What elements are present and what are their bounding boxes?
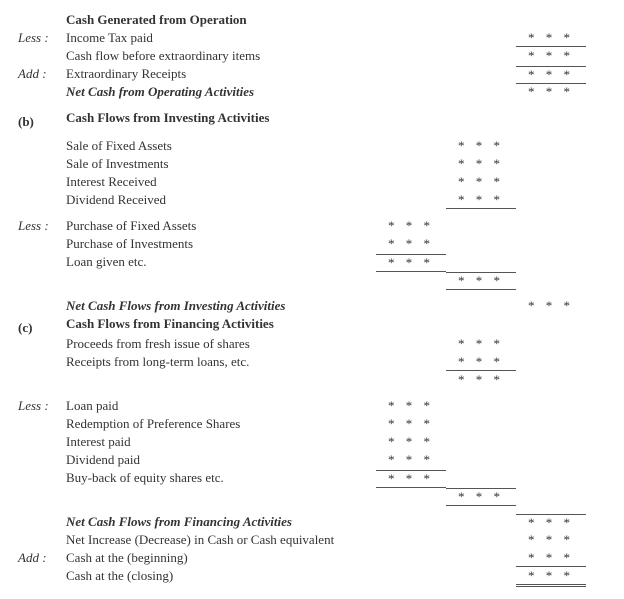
row-heading-investing: (b) Cash Flows from Investing Activities xyxy=(18,110,606,130)
row-buyback: Buy-back of equity shares etc. * * * xyxy=(18,470,606,488)
row-interest-received: Interest Received * * * xyxy=(18,174,606,192)
text-receipts-loans: Receipts from long-term loans, etc. xyxy=(66,354,376,370)
amount: * * * xyxy=(516,514,586,531)
amount: * * * xyxy=(376,416,446,432)
row-loan-paid: Less : Loan paid * * * xyxy=(18,398,606,416)
label-b: (b) xyxy=(18,110,66,130)
label-add: Add : xyxy=(18,550,66,566)
amount: * * * xyxy=(516,532,586,548)
amount: * * * xyxy=(376,218,446,234)
text-cash-generated: Cash Generated from Operation xyxy=(66,12,376,28)
amount: * * * xyxy=(516,30,586,47)
amount: * * * xyxy=(446,174,516,190)
amount: * * * xyxy=(446,336,516,352)
text-sale-investments: Sale of Investments xyxy=(66,156,376,172)
row-loan-given: Loan given etc. * * * xyxy=(18,254,606,272)
amount: * * * xyxy=(446,192,516,209)
row-extra-receipts: Add : Extraordinary Receipts * * * xyxy=(18,66,606,84)
text-loan-given: Loan given etc. xyxy=(66,254,376,270)
text-extra-receipts: Extraordinary Receipts xyxy=(66,66,376,82)
row-cash-before-extra: Cash flow before extraordinary items * *… xyxy=(18,48,606,66)
row-receipts-loans: Receipts from long-term loans, etc. * * … xyxy=(18,354,606,372)
amount: * * * xyxy=(446,488,516,506)
row-sale-fixed: Sale of Fixed Assets * * * xyxy=(18,138,606,156)
row-cash-beginning: Add : Cash at the (beginning) * * * xyxy=(18,550,606,568)
row-proceeds-shares: Proceeds from fresh issue of shares * * … xyxy=(18,336,606,354)
text-interest-paid: Interest paid xyxy=(66,434,376,450)
text-net-increase: Net Increase (Decrease) in Cash or Cash … xyxy=(66,532,376,548)
text-proceeds-shares: Proceeds from fresh issue of shares xyxy=(66,336,376,352)
text-net-operating: Net Cash from Operating Activities xyxy=(66,84,376,100)
heading-financing: Cash Flows from Financing Activities xyxy=(66,316,376,332)
amount: * * * xyxy=(446,372,516,388)
label-less: Less : xyxy=(18,218,66,234)
row-dividend-paid: Dividend paid * * * xyxy=(18,452,606,470)
text-dividend-received: Dividend Received xyxy=(66,192,376,208)
text-cash-beginning: Cash at the (beginning) xyxy=(66,550,376,566)
amount: * * * xyxy=(446,272,516,290)
row-dividend-received: Dividend Received * * * xyxy=(18,192,606,210)
text-net-investing: Net Cash Flows from Investing Activities xyxy=(66,298,376,314)
label-add: Add : xyxy=(18,66,66,82)
row-net-financing: Net Cash Flows from Financing Activities… xyxy=(18,514,606,532)
row-net-cash-operating: Net Cash from Operating Activities * * * xyxy=(18,84,606,102)
text-net-financing: Net Cash Flows from Financing Activities xyxy=(66,514,376,530)
text-sale-fixed: Sale of Fixed Assets xyxy=(66,138,376,154)
amount: * * * xyxy=(516,298,586,314)
amount: * * * xyxy=(376,398,446,414)
amount: * * * xyxy=(446,138,516,154)
text-interest-received: Interest Received xyxy=(66,174,376,190)
row-purchase-fixed: Less : Purchase of Fixed Assets * * * xyxy=(18,218,606,236)
amount: * * * xyxy=(446,156,516,172)
label-less: Less : xyxy=(18,30,66,46)
amount: * * * xyxy=(376,452,446,468)
amount: * * * xyxy=(516,568,586,587)
row-cash-generated: Cash Generated from Operation xyxy=(18,12,606,30)
text-buyback: Buy-back of equity shares etc. xyxy=(66,470,376,486)
text-cash-before-extra: Cash flow before extraordinary items xyxy=(66,48,376,64)
text-purchase-fixed: Purchase of Fixed Assets xyxy=(66,218,376,234)
amount: * * * xyxy=(516,66,586,84)
label-less: Less : xyxy=(18,398,66,414)
row-redemption-pref: Redemption of Preference Shares * * * xyxy=(18,416,606,434)
row-cash-closing: Cash at the (closing) * * * xyxy=(18,568,606,587)
row-interest-paid: Interest paid * * * xyxy=(18,434,606,452)
text-purchase-investments: Purchase of Investments xyxy=(66,236,376,252)
row-heading-financing: (c) Cash Flows from Financing Activities xyxy=(18,316,606,336)
text-tax-paid: Income Tax paid xyxy=(66,30,376,46)
text-dividend-paid: Dividend paid xyxy=(66,452,376,468)
amount: * * * xyxy=(376,434,446,450)
text-cash-closing: Cash at the (closing) xyxy=(66,568,376,584)
row-financing-outflow-subtotal: * * * xyxy=(18,488,606,506)
row-financing-inflow-subtotal: * * * xyxy=(18,372,606,390)
amount: * * * xyxy=(516,550,586,567)
text-redemption-pref: Redemption of Preference Shares xyxy=(66,416,376,432)
row-net-increase: Net Increase (Decrease) in Cash or Cash … xyxy=(18,532,606,550)
row-sale-investments: Sale of Investments * * * xyxy=(18,156,606,174)
amount: * * * xyxy=(516,84,586,100)
row-investing-subtotal: * * * xyxy=(18,272,606,290)
label-c: (c) xyxy=(18,316,66,336)
heading-investing: Cash Flows from Investing Activities xyxy=(66,110,376,126)
amount: * * * xyxy=(376,254,446,272)
row-net-investing: Net Cash Flows from Investing Activities… xyxy=(18,298,606,316)
amount: * * * xyxy=(376,470,446,488)
amount: * * * xyxy=(376,236,446,252)
text-loan-paid: Loan paid xyxy=(66,398,376,414)
row-purchase-investments: Purchase of Investments * * * xyxy=(18,236,606,254)
amount: * * * xyxy=(446,354,516,371)
amount: * * * xyxy=(516,48,586,64)
row-tax-paid: Less : Income Tax paid * * * xyxy=(18,30,606,48)
